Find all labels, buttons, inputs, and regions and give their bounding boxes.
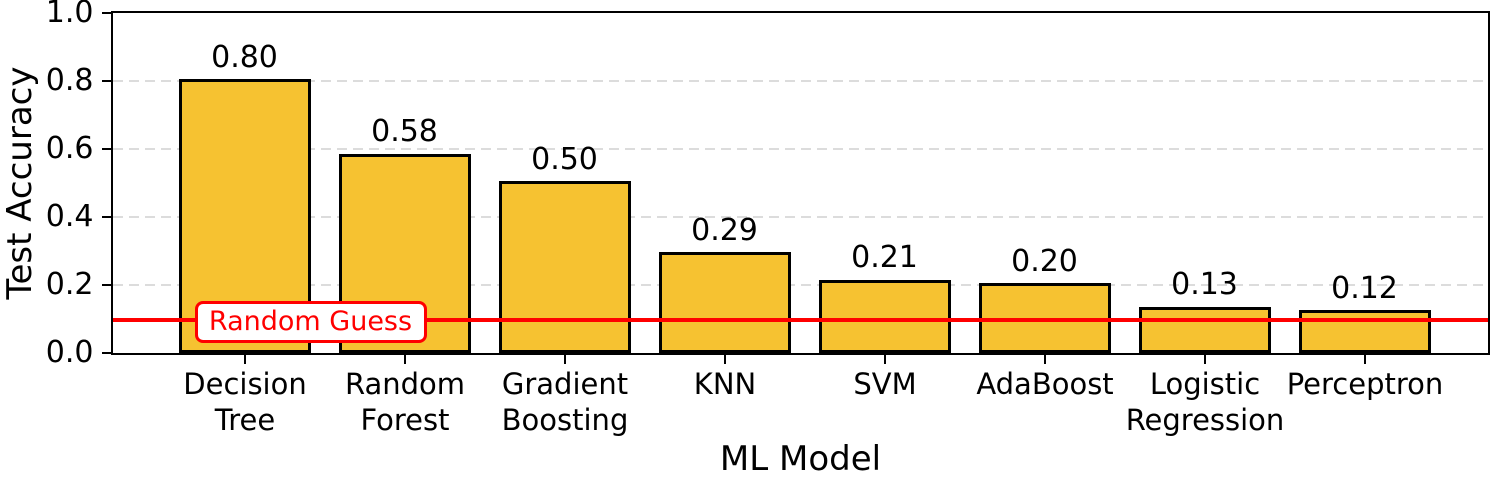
y-tick-mark bbox=[101, 147, 111, 151]
bar-gradient-boosting bbox=[498, 181, 631, 353]
y-tick-mark bbox=[101, 79, 111, 83]
x-tick-label-random-forest: Random Forest bbox=[344, 367, 466, 437]
bar-value-label: 0.21 bbox=[851, 240, 918, 276]
gridline-0.4 bbox=[112, 215, 1488, 218]
y-tick-mark bbox=[101, 215, 111, 219]
bar-value-label: 0.50 bbox=[531, 141, 598, 177]
gridline-0.2 bbox=[112, 283, 1488, 286]
bar-adaboost bbox=[978, 283, 1111, 353]
x-tick-mark bbox=[563, 355, 567, 364]
y-tick-label: 0.6 bbox=[45, 131, 94, 166]
y-tick-label: 0.2 bbox=[45, 267, 94, 302]
bar-value-label: 0.80 bbox=[211, 39, 278, 75]
y-tick-mark bbox=[101, 283, 111, 287]
x-tick-mark bbox=[1043, 355, 1047, 364]
y-tick-mark bbox=[101, 351, 111, 355]
y-tick-label: 0.0 bbox=[45, 335, 94, 370]
bar-logistic-regression bbox=[1138, 306, 1271, 353]
x-tick-label-logistic-regression: Logistic Regression bbox=[1125, 367, 1285, 437]
x-axis-title: ML Model bbox=[719, 439, 882, 479]
x-tick-mark bbox=[403, 355, 407, 364]
y-tick-label: 0.8 bbox=[45, 63, 94, 98]
bar-value-label: 0.29 bbox=[691, 212, 758, 248]
x-tick-label-gradient-boosting: Gradient Boosting bbox=[501, 367, 629, 437]
x-tick-mark bbox=[1203, 355, 1207, 364]
x-tick-label-decision-tree: Decision Tree bbox=[183, 367, 307, 437]
bar-perceptron bbox=[1298, 310, 1431, 353]
gridline-0.8 bbox=[112, 79, 1488, 82]
bar-value-label: 0.58 bbox=[371, 114, 438, 150]
x-tick-label-adaboost: AdaBoost bbox=[976, 367, 1114, 401]
bar-value-label: 0.20 bbox=[1011, 243, 1078, 279]
random-guess-reference-line bbox=[112, 317, 1488, 322]
x-tick-mark bbox=[883, 355, 887, 364]
bar-value-label: 0.12 bbox=[1331, 270, 1398, 306]
x-tick-mark bbox=[723, 355, 727, 364]
y-tick-mark bbox=[101, 11, 111, 15]
plot-area: 0.80 0.58 0.50 0.29 0.21 0.20 0.13 0.12 Random … bbox=[110, 10, 1490, 355]
bar-knn bbox=[658, 252, 791, 353]
bar-value-label: 0.13 bbox=[1171, 267, 1238, 303]
gridline-0.6 bbox=[112, 147, 1488, 150]
x-tick-mark bbox=[243, 355, 247, 364]
bar-svm bbox=[818, 279, 951, 353]
x-tick-label-perceptron: Perceptron bbox=[1286, 367, 1444, 401]
x-tick-mark bbox=[1363, 355, 1367, 364]
random-guess-label-box: Random Guess bbox=[194, 300, 427, 343]
y-tick-label: 1.0 bbox=[45, 0, 94, 30]
x-tick-label-svm: SVM bbox=[853, 367, 917, 401]
y-tick-label: 0.4 bbox=[45, 199, 94, 234]
random-guess-label: Random Guess bbox=[208, 306, 413, 337]
x-tick-label-knn: KNN bbox=[693, 367, 757, 401]
